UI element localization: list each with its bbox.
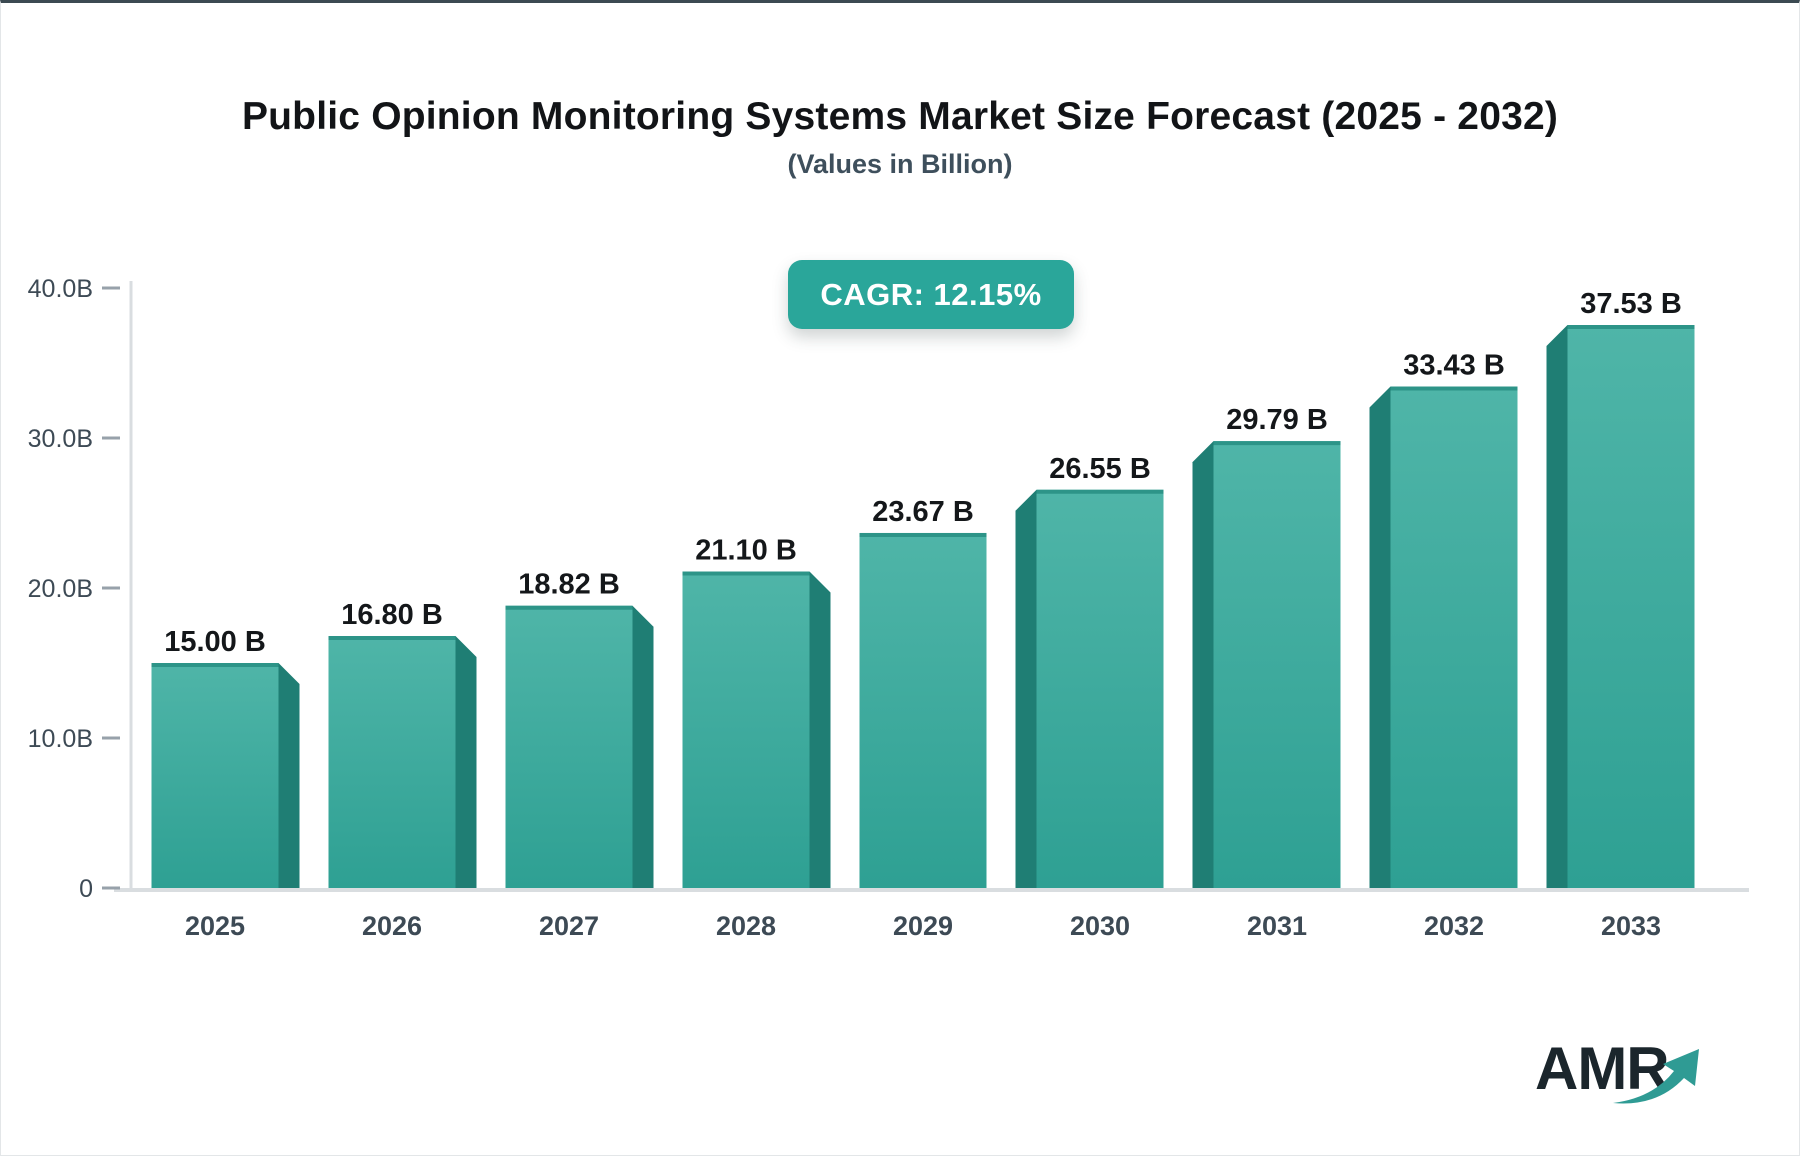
bar-group-2026: 16.80 B 2026 [328, 599, 477, 941]
y-axis-tick-label: 10.0B [28, 725, 93, 753]
page-title: Public Opinion Monitoring Systems Market… [241, 95, 1559, 138]
bar-side-face [632, 605, 654, 888]
bar-value-label: 16.80 B [341, 599, 443, 631]
bar-value-label: 37.53 B [1580, 288, 1682, 320]
cagr-badge: CAGR: 12.15% [788, 260, 1074, 329]
bar-group-2031: 29.79 B 2031 [1192, 404, 1341, 941]
bar-value-label: 29.79 B [1226, 404, 1328, 436]
bar-value-label: 33.43 B [1403, 350, 1505, 382]
bar [1390, 386, 1518, 888]
bar-value-label: 15.00 B [164, 626, 266, 658]
bar-side-face [455, 636, 477, 888]
bar-chart: 0 10.0B 20.0B 30.0B 40.0B 15.00 B 2025 16.80 B 2… [1, 3, 1799, 1155]
bar-group-2028: 21.10 B 2028 [682, 535, 831, 941]
bar-side-face [1369, 386, 1391, 888]
bar [328, 636, 456, 888]
y-axis-tick-label: 0 [79, 875, 93, 903]
bar-value-label: 18.82 B [518, 569, 620, 601]
chart-subtitle: (Values in Billion) [787, 149, 1013, 179]
x-axis-category-label: 2026 [362, 911, 422, 941]
x-axis-category-label: 2033 [1601, 911, 1661, 941]
bar-side-face [1546, 325, 1568, 888]
bar-side-face [1192, 441, 1214, 888]
amr-logo-arrow-icon [1613, 1049, 1699, 1104]
amr-logo-graphic: AMR [1535, 1035, 1699, 1104]
bar-value-label: 26.55 B [1049, 453, 1151, 485]
x-axis-category-label: 2025 [185, 911, 245, 941]
amr-logo: AMR [1523, 1025, 1743, 1125]
chart-canvas: 0 10.0B 20.0B 30.0B 40.0B 15.00 B 2025 16.80 B 2… [28, 275, 1749, 941]
amr-logo-text: AMR [1535, 1035, 1669, 1102]
bar-group-2027: 18.82 B 2027 [505, 569, 654, 941]
bar-side-face [1015, 489, 1037, 888]
bar-value-label: 23.67 B [872, 496, 974, 528]
y-axis-tick-label: 20.0B [28, 575, 93, 603]
bar [1213, 441, 1341, 888]
bar [859, 532, 987, 888]
x-axis-category-label: 2028 [716, 911, 776, 941]
bar [151, 663, 279, 888]
x-axis-category-label: 2031 [1247, 911, 1307, 941]
bar-group-2032: 33.43 B 2032 [1369, 350, 1518, 941]
x-axis-category-label: 2032 [1424, 911, 1484, 941]
bar [682, 571, 810, 888]
x-axis-category-label: 2030 [1070, 911, 1130, 941]
bar [505, 605, 633, 888]
cagr-badge-label: CAGR: 12.15% [820, 276, 1042, 312]
x-axis-category-label: 2027 [539, 911, 599, 941]
bar-group-2033: 37.53 B 2033 [1546, 288, 1695, 941]
bar-group-2029: 23.67 B 2029 [859, 496, 987, 941]
y-axis-tick-label: 40.0B [28, 275, 93, 303]
bar-side-face [809, 571, 831, 888]
bar-group-2025: 15.00 B 2025 [151, 626, 300, 941]
x-axis-category-label: 2029 [893, 911, 953, 941]
bar-value-label: 21.10 B [695, 535, 797, 567]
bar [1567, 325, 1695, 888]
bar-group-2030: 26.55 B 2030 [1015, 453, 1164, 941]
bar [1036, 489, 1164, 888]
y-axis-tick-label: 30.0B [28, 425, 93, 453]
bar-side-face [278, 663, 300, 888]
